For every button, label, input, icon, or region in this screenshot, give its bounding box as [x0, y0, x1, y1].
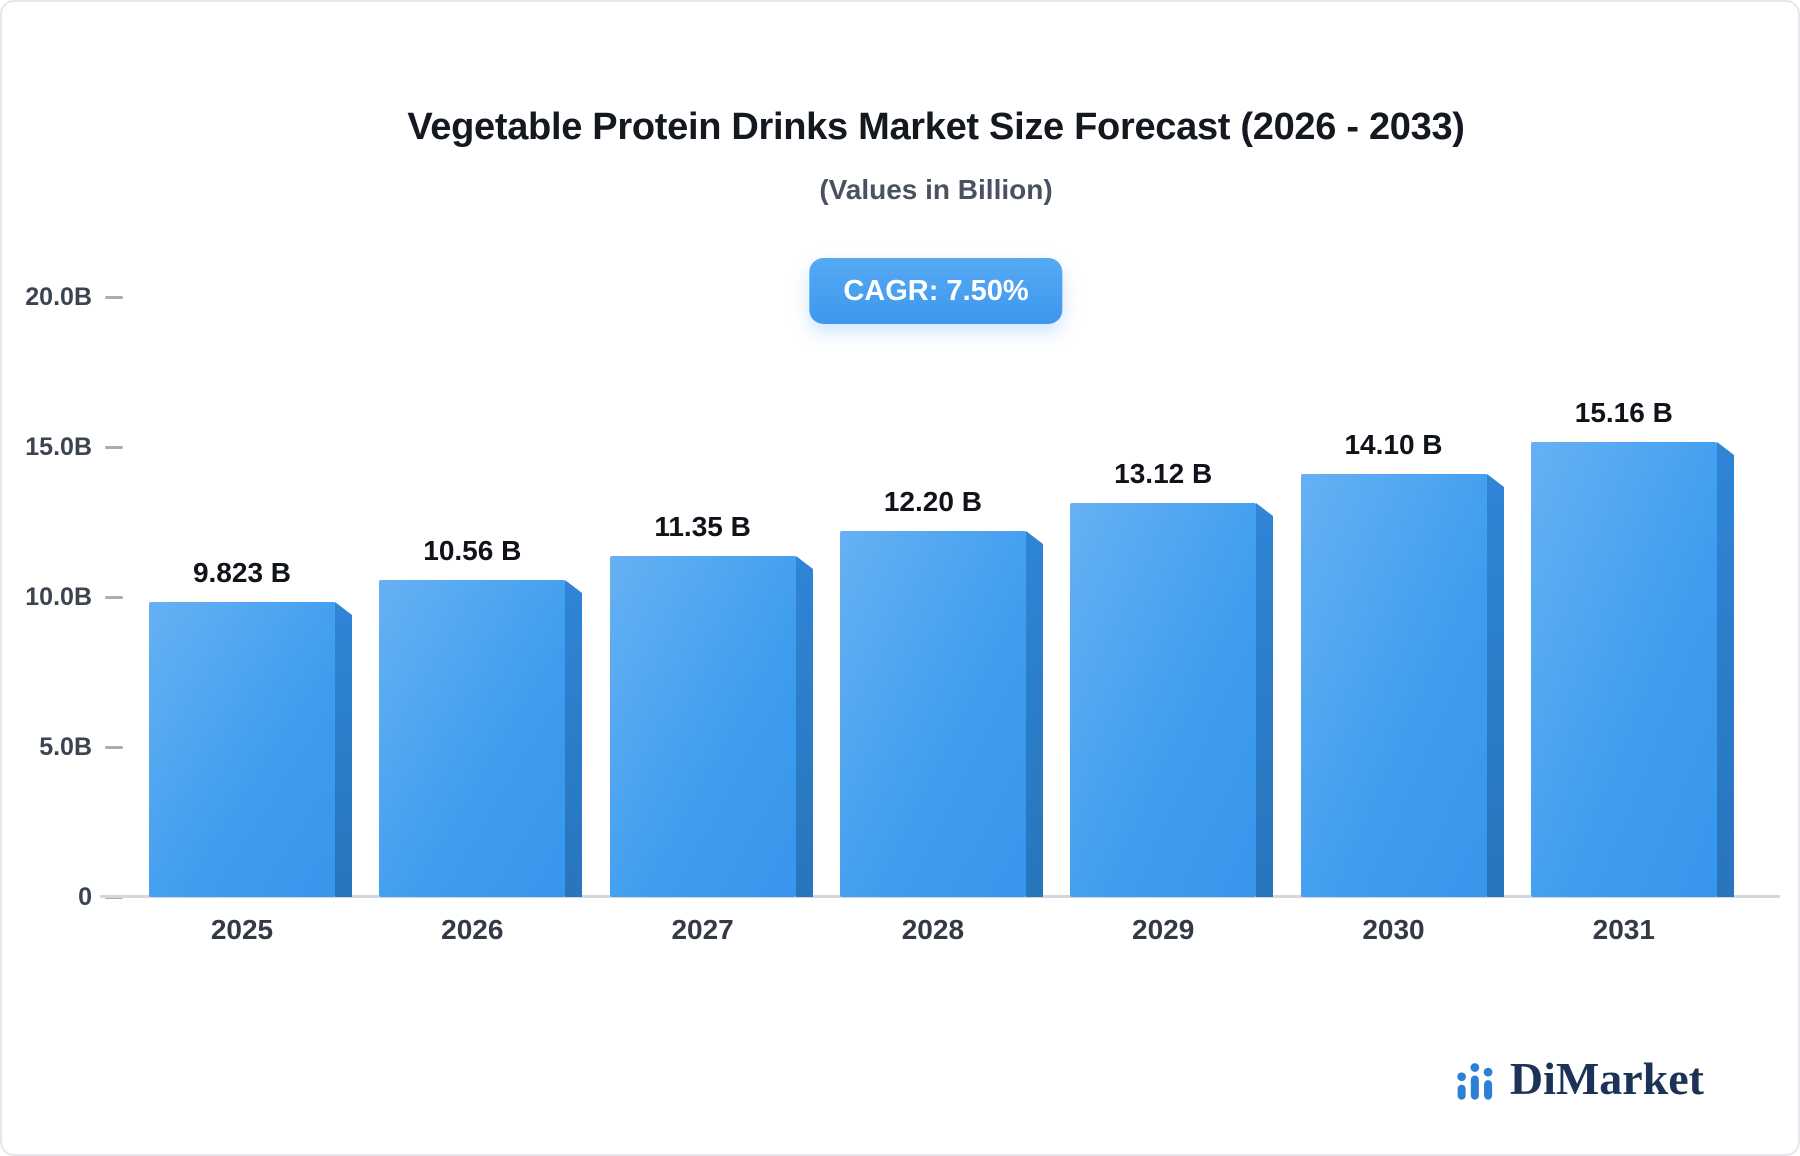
x-axis-label: 2026	[441, 914, 504, 945]
cagr-badge: CAGR: 7.50%	[809, 258, 1063, 324]
brand-logo: DiMarket	[1454, 1056, 1704, 1102]
bar-side-face	[1256, 503, 1273, 897]
bar	[1070, 503, 1273, 897]
x-axis-label: 2031	[1592, 914, 1655, 945]
bar-front-face	[379, 580, 565, 897]
y-axis-tick-label: 0	[78, 883, 92, 911]
x-axis-label: 2030	[1362, 914, 1425, 945]
bar-front-face	[1070, 503, 1256, 897]
bar	[840, 531, 1043, 897]
bar-value-label: 11.35 B	[654, 511, 751, 542]
bar-value-label: 14.10 B	[1344, 429, 1443, 460]
bar-value-label: 9.823 B	[192, 557, 292, 588]
y-axis-tick-mark	[105, 446, 123, 449]
bar	[1301, 474, 1504, 897]
y-axis-tick-mark	[105, 596, 123, 599]
bar-value-label: 10.56 B	[423, 535, 522, 566]
bar-side-face	[565, 580, 582, 897]
y-axis-tick-label: 10.0B	[25, 583, 92, 611]
chart-subtitle: (Values in Billion)	[819, 174, 1053, 205]
brand-name: DiMarket	[1509, 1053, 1704, 1104]
x-axis-label: 2025	[210, 914, 274, 945]
bar-value-label: 12.20 B	[883, 486, 982, 517]
bar-side-face	[335, 602, 352, 897]
bar-side-face	[1717, 442, 1734, 897]
bar	[1531, 442, 1734, 897]
bar-front-face	[840, 531, 1026, 897]
bar-front-face	[1301, 474, 1487, 897]
bar-side-face	[796, 556, 813, 897]
bar-side-face	[1487, 474, 1504, 897]
bar	[610, 556, 813, 897]
bar-side-face	[1026, 531, 1043, 897]
x-axis-label: 2027	[671, 914, 734, 945]
bar-chart-logo-icon	[1457, 1063, 1493, 1100]
y-axis-tick-label: 20.0B	[25, 283, 92, 311]
bar-front-face	[1531, 442, 1717, 897]
chart-title: Vegetable Protein Drinks Market Size For…	[407, 106, 1465, 148]
y-axis-tick-mark	[105, 296, 123, 299]
y-axis-tick-label: 15.0B	[25, 433, 92, 461]
bar-value-label: 15.16 B	[1574, 397, 1673, 428]
bar-front-face	[149, 602, 335, 897]
bar-front-face	[610, 556, 796, 897]
x-axis-label: 2028	[901, 914, 965, 945]
bar	[149, 602, 352, 897]
bar	[379, 580, 582, 897]
bar-value-label: 13.12 B	[1114, 458, 1213, 489]
x-axis-label: 2029	[1132, 914, 1195, 945]
y-axis-tick-label: 5.0B	[39, 733, 92, 761]
y-axis-tick-mark	[105, 746, 123, 749]
